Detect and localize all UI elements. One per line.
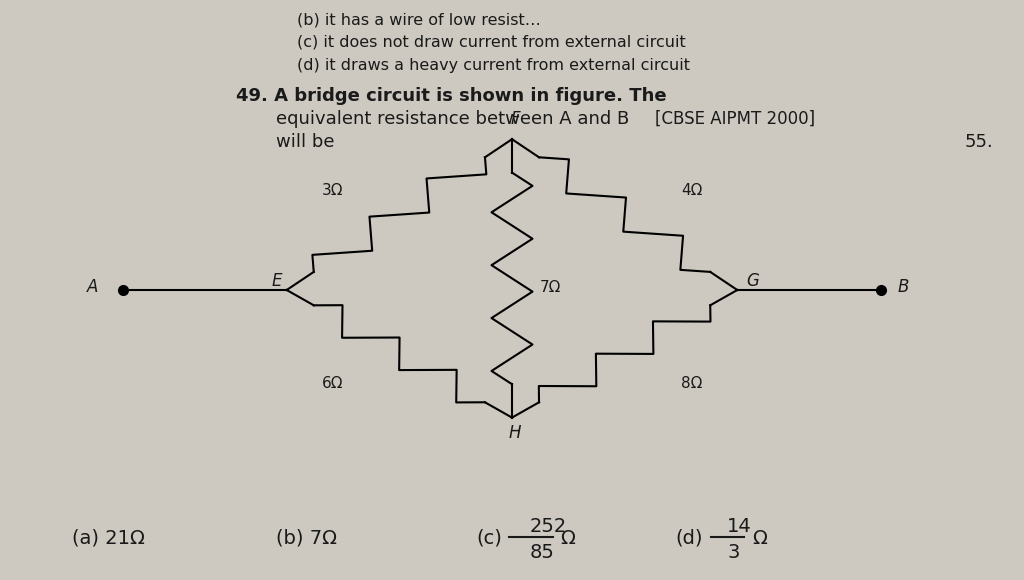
Text: 49. A bridge circuit is shown in figure. The: 49. A bridge circuit is shown in figure.…	[236, 87, 667, 105]
Text: 7Ω: 7Ω	[540, 280, 561, 295]
Text: 4Ω: 4Ω	[681, 183, 702, 198]
Text: H: H	[509, 424, 521, 443]
Text: 252: 252	[529, 517, 566, 536]
Text: Ω: Ω	[560, 529, 575, 548]
Point	[503, 534, 515, 541]
Text: (b) 7Ω: (b) 7Ω	[276, 529, 338, 548]
Text: (c) it does not draw current from external circuit: (c) it does not draw current from extern…	[297, 35, 686, 50]
Text: [CBSE AIPMT 2000]: [CBSE AIPMT 2000]	[655, 110, 815, 128]
Text: will be: will be	[276, 133, 335, 151]
Text: 55.: 55.	[965, 133, 993, 151]
Text: A: A	[86, 278, 98, 296]
Text: F: F	[510, 110, 520, 128]
Text: E: E	[271, 272, 282, 291]
Point	[705, 534, 717, 541]
Point	[738, 534, 751, 541]
Text: 3: 3	[727, 543, 739, 561]
Text: 8Ω: 8Ω	[681, 376, 702, 392]
Text: Ω: Ω	[753, 529, 768, 548]
Text: 6Ω: 6Ω	[322, 376, 343, 392]
Text: equivalent resistance between A and B: equivalent resistance between A and B	[276, 110, 630, 128]
Text: G: G	[746, 272, 759, 291]
Text: (a) 21Ω: (a) 21Ω	[72, 529, 144, 548]
Text: 85: 85	[529, 543, 554, 561]
Point	[547, 534, 559, 541]
Text: B: B	[897, 278, 909, 296]
Text: (d) it draws a heavy current from external circuit: (d) it draws a heavy current from extern…	[297, 58, 690, 73]
Text: 14: 14	[727, 517, 752, 536]
Text: (d): (d)	[676, 529, 703, 548]
Text: 3Ω: 3Ω	[322, 183, 343, 198]
Text: (c): (c)	[476, 529, 502, 548]
Text: (b) it has a wire of low resist…: (b) it has a wire of low resist…	[297, 13, 541, 28]
